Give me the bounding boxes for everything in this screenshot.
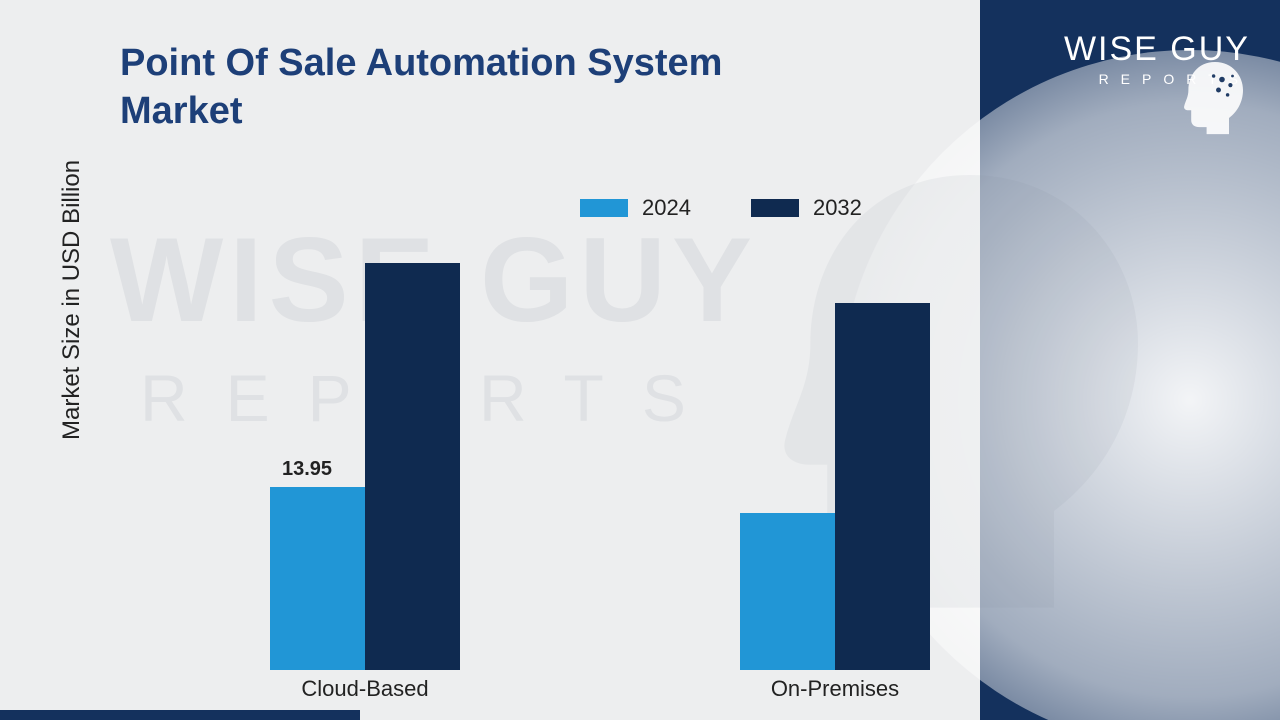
legend-swatch-2024 xyxy=(580,199,628,217)
legend-label-2032: 2032 xyxy=(813,195,862,221)
bar xyxy=(365,263,460,670)
bar-group: 13.95Cloud-Based xyxy=(270,263,460,670)
x-axis-label: Cloud-Based xyxy=(270,676,460,702)
bar-value-label: 13.95 xyxy=(282,458,332,481)
bottom-accent-bar xyxy=(0,710,360,720)
chart-canvas: WISE GUY REPORTS WISE GUY REPORTS Point … xyxy=(0,0,1280,720)
legend-label-2024: 2024 xyxy=(642,195,691,221)
bar xyxy=(835,303,930,671)
bar xyxy=(270,487,365,670)
legend-item-2024: 2024 xyxy=(580,195,691,221)
chart-legend: 2024 2032 xyxy=(580,195,862,221)
chart-title: Point Of Sale Automation System Market xyxy=(120,40,740,135)
bar xyxy=(740,513,835,671)
brand-logo: WISE GUY REPORTS xyxy=(1064,30,1250,87)
x-axis-label: On-Premises xyxy=(740,676,930,702)
logo-head-icon xyxy=(1180,58,1250,136)
chart-plot-area: 13.95Cloud-BasedOn-Premises xyxy=(100,250,890,670)
bar-group: On-Premises xyxy=(740,303,930,671)
y-axis-label: Market Size in USD Billion xyxy=(58,160,86,440)
legend-item-2032: 2032 xyxy=(751,195,862,221)
legend-swatch-2032 xyxy=(751,199,799,217)
